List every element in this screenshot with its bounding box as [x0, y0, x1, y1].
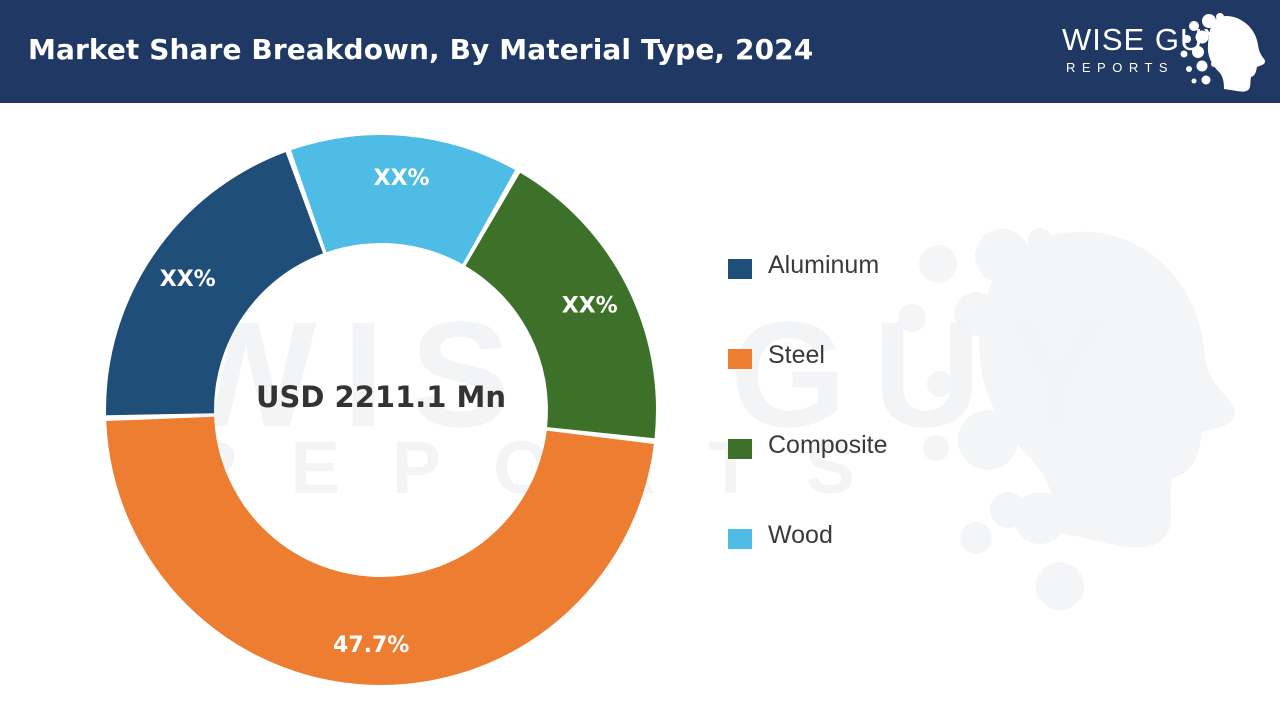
legend-label-aluminum: Aluminum — [768, 251, 880, 279]
donut-slice-steel[interactable] — [106, 416, 654, 686]
donut-slice-aluminum[interactable] — [106, 152, 324, 416]
chart-canvas: WISE GUY REPORTS XX%XX%47.7%XX% USD 2211… — [0, 103, 1280, 720]
brand-logo[interactable]: WISE GUY REPORTS — [1040, 8, 1272, 96]
dotted-head-profile-watermark — [898, 228, 1235, 610]
donut-slice-label-composite: XX% — [562, 293, 618, 318]
legend-label-wood: Wood — [768, 521, 833, 549]
legend-item-steel[interactable]: Steel — [728, 341, 988, 431]
legend-swatch-composite — [728, 439, 752, 459]
donut-slice-group — [106, 134, 657, 686]
donut-slice-label-wood: XX% — [374, 166, 430, 191]
logo-subwordmark: REPORTS — [1066, 60, 1175, 75]
donut-slice-label-group: XX% XX% 47.7% XX% — [160, 166, 618, 658]
donut-slice-label-aluminum: XX% — [160, 267, 216, 292]
legend-item-aluminum[interactable]: Aluminum — [728, 251, 988, 341]
donut-slice-wood[interactable] — [291, 134, 516, 265]
page-title: Market Share Breakdown, By Material Type… — [28, 33, 814, 66]
donut-chart: XX% XX% 47.7% XX% — [106, 134, 657, 686]
legend-label-steel: Steel — [768, 341, 825, 369]
donut-center-value: USD 2211.1 Mn — [255, 380, 507, 414]
legend-item-wood[interactable]: Wood — [728, 521, 988, 611]
donut-slice-composite[interactable] — [465, 172, 657, 439]
legend-item-composite[interactable]: Composite — [728, 431, 988, 521]
header-bar: Market Share Breakdown, By Material Type… — [0, 0, 1280, 103]
donut-slice-label-steel: 47.7% — [333, 633, 409, 658]
dotted-head-profile-icon — [1180, 13, 1266, 92]
legend-label-composite: Composite — [768, 431, 888, 459]
legend-swatch-steel — [728, 349, 752, 369]
chart-legend: Aluminum Steel Composite Wood — [728, 251, 988, 611]
legend-swatch-wood — [728, 529, 752, 549]
legend-swatch-aluminum — [728, 259, 752, 279]
